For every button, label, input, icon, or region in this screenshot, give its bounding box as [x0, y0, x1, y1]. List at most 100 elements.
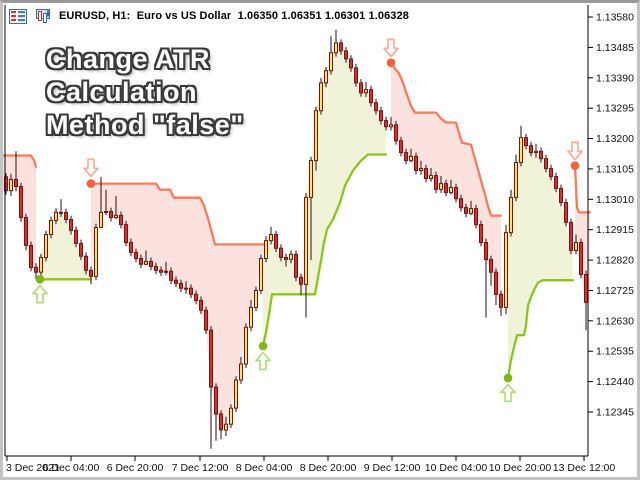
candle-down: [189, 287, 193, 295]
candle-up: [289, 253, 293, 260]
time-axis-label: 6 Dec 04:00: [43, 462, 100, 474]
candle-down: [399, 140, 403, 154]
candle-up: [49, 219, 53, 235]
candle-down: [69, 219, 73, 231]
candle-down: [124, 224, 128, 244]
candle-down: [459, 198, 463, 209]
candle-up: [164, 270, 168, 273]
candle-down: [539, 150, 543, 160]
price-axis-label: 1.13010: [596, 194, 634, 206]
candle-down: [394, 124, 398, 142]
up-arrow-icon: [500, 383, 516, 403]
candle-down: [454, 187, 458, 200]
candle-up: [319, 82, 323, 112]
price-axis-label: 1.12630: [596, 315, 634, 327]
candle-down: [74, 229, 78, 244]
candle-up: [54, 211, 58, 221]
candle-up: [329, 52, 333, 72]
time-axis-label: 13 Dec 12:00: [553, 462, 616, 474]
candle-up: [234, 379, 238, 409]
candle-up: [364, 89, 368, 94]
buy-signal-dot: [258, 341, 268, 351]
candle-down: [374, 102, 378, 112]
candle-down: [499, 293, 503, 308]
downtrend-fill: [575, 165, 590, 303]
candle-up: [9, 179, 13, 192]
candle-down: [154, 266, 158, 271]
candle-down: [344, 50, 348, 60]
candle-up: [244, 326, 248, 365]
candle-up: [264, 240, 268, 260]
down-arrow-icon: [83, 158, 99, 178]
candle-down: [479, 224, 483, 244]
price-axis-label: 1.13105: [596, 163, 634, 175]
candle-down: [64, 211, 68, 220]
candle-down: [424, 168, 428, 180]
downtrend-line: [89, 182, 267, 246]
candle-up: [309, 160, 313, 198]
time-axis-label: 7 Dec 12:00: [172, 462, 229, 474]
price-axis-label: 1.12725: [596, 285, 634, 297]
trend-fills: [3, 42, 590, 430]
candle-up: [519, 137, 523, 164]
price-axis-label: 1.12535: [596, 346, 634, 358]
candle-down: [569, 221, 573, 251]
candle-down: [139, 258, 143, 265]
candles: [4, 29, 588, 449]
down-arrow-icon: [567, 141, 583, 161]
price-axis-label: 1.12820: [596, 255, 634, 267]
quotes-grid-icon[interactable]: [9, 8, 27, 24]
price-axis-label: 1.13485: [596, 42, 634, 54]
candle-down: [349, 58, 353, 69]
candle-down: [199, 299, 203, 311]
candle-down: [284, 257, 288, 260]
signal-markers: [32, 38, 583, 403]
candle-up: [269, 234, 273, 242]
candle-down: [214, 386, 218, 415]
candle-up: [509, 196, 513, 234]
candle-down: [354, 67, 358, 84]
chart-window-icon[interactable]: [34, 8, 52, 24]
candle-down: [149, 260, 153, 267]
candle-up: [114, 214, 118, 219]
candle-down: [484, 242, 488, 260]
candle-down: [209, 329, 213, 388]
candle-up: [469, 208, 473, 214]
price-axis-label: 1.12915: [596, 224, 634, 236]
candle-down: [549, 168, 553, 178]
candle-up: [259, 258, 263, 291]
candle-up: [304, 196, 308, 285]
uptrend-line: [261, 153, 388, 348]
price-axis-label: 1.12440: [596, 376, 634, 388]
candle-up: [429, 175, 433, 180]
candle-up: [314, 110, 318, 162]
uptrend-line: [506, 279, 575, 380]
candle-down: [169, 270, 173, 281]
chart-header: EURUSD, H1: Euro vs US Dollar 1.06350 1.…: [6, 6, 409, 26]
uptrend-fill: [263, 42, 386, 347]
candle-down: [554, 176, 558, 189]
candle-down: [524, 137, 528, 147]
sell-signal-dot: [86, 179, 96, 188]
time-axis-label: 8 Dec 20:00: [300, 462, 357, 474]
candle-down: [379, 110, 383, 122]
time-axis-label: 3 Dec 2021: [6, 462, 60, 474]
candle-up: [409, 155, 413, 162]
candle-up: [534, 150, 538, 154]
downtrend-line: [3, 154, 38, 168]
candle-down: [204, 309, 208, 331]
candle-down: [109, 211, 113, 219]
candle-up: [249, 306, 253, 328]
candle-down: [474, 208, 478, 226]
candle-up: [39, 257, 43, 273]
up-arrow-icon: [255, 351, 271, 371]
price-chart[interactable]: 1.13580 1.13485 1.13390 1.13295 1.13200 1.131…: [3, 3, 640, 483]
candle-down: [89, 269, 93, 277]
candle-up: [574, 242, 578, 251]
candle-up: [99, 211, 103, 228]
candle-down: [384, 120, 388, 128]
up-arrow-icon: [32, 284, 48, 304]
trend-lines: [3, 61, 592, 380]
candle-down: [14, 179, 18, 187]
